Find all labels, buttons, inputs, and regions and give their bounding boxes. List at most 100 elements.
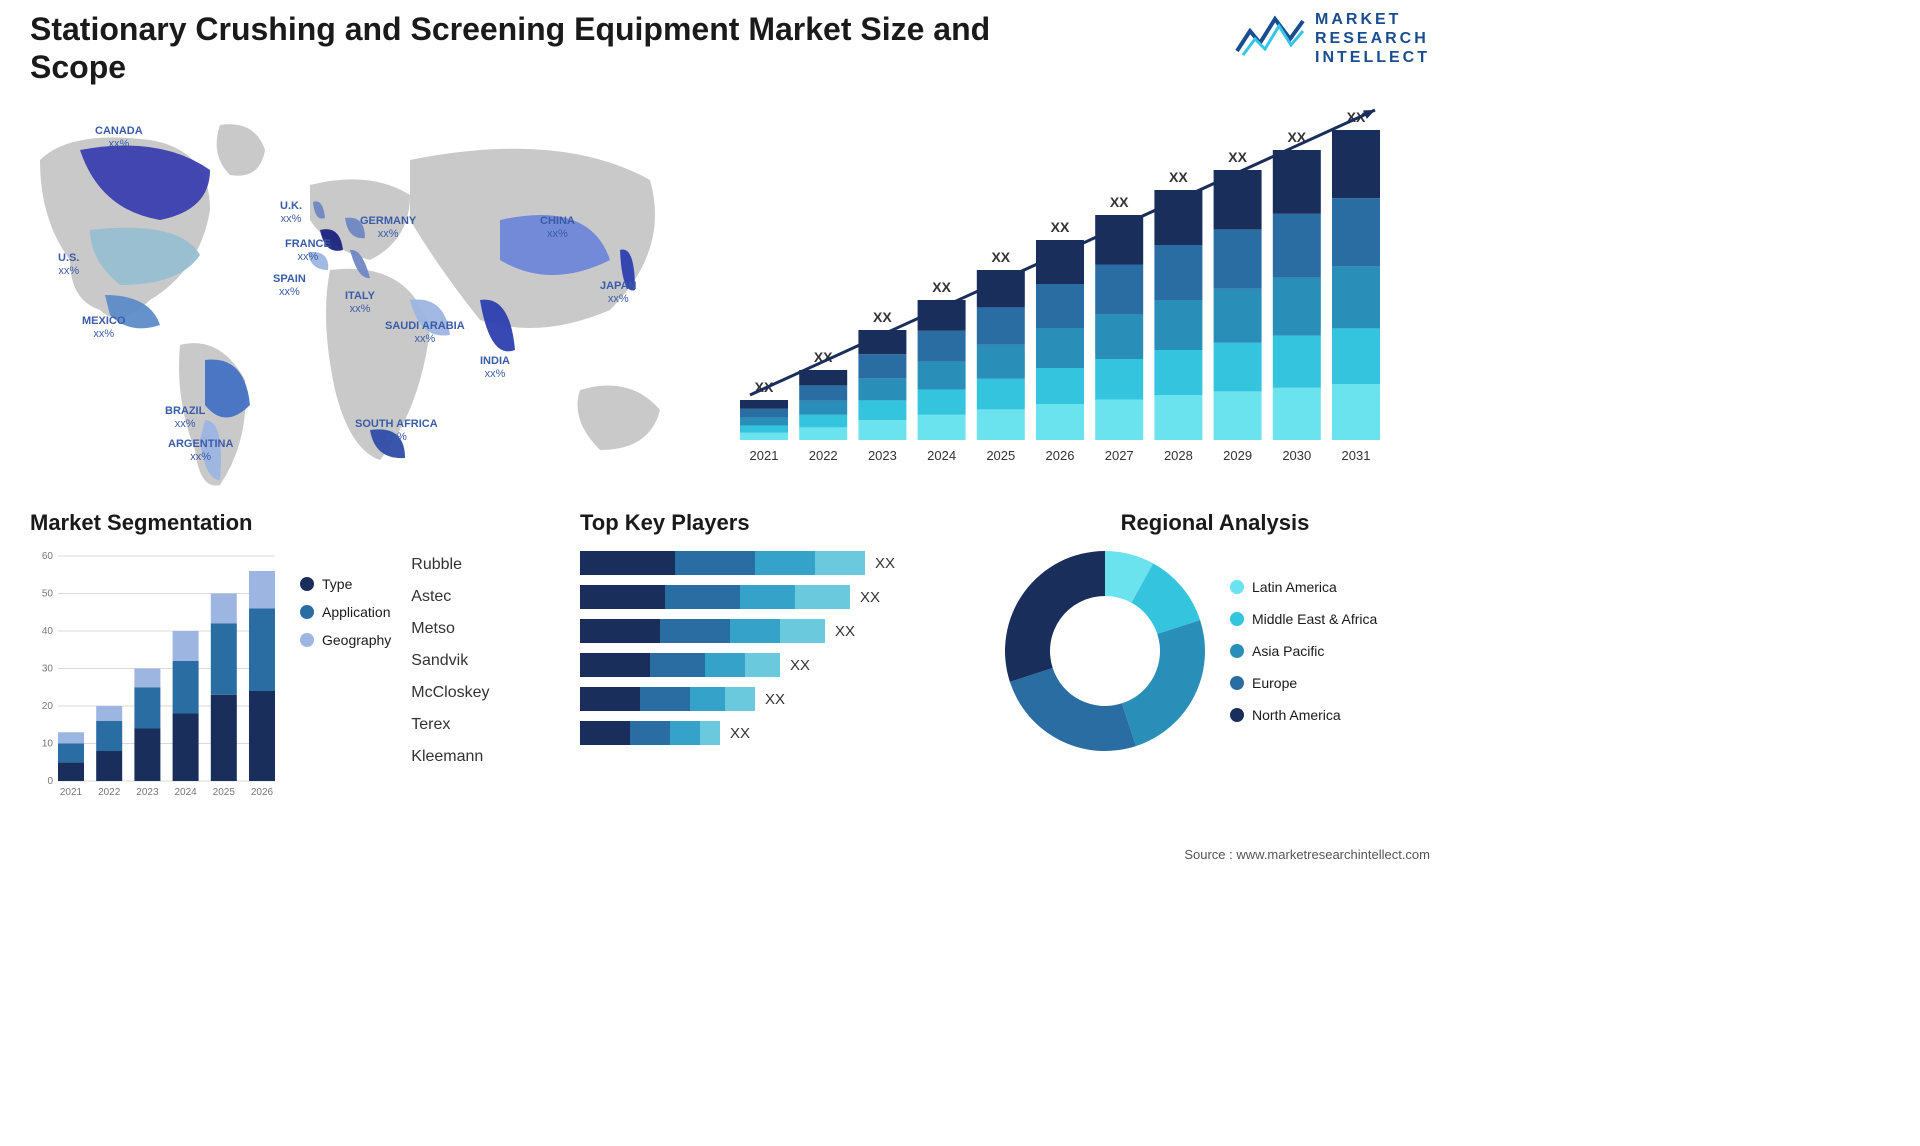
country-label: SPAINxx% — [273, 273, 306, 299]
keyplayer-value: XX — [860, 589, 880, 606]
country-label: CHINAxx% — [540, 215, 575, 241]
svg-text:0: 0 — [47, 776, 53, 787]
svg-text:2025: 2025 — [986, 448, 1015, 463]
legend-item: Asia Pacific — [1230, 643, 1377, 659]
segmentation-name: Terex — [411, 716, 489, 734]
keyplayer-row: XX — [580, 687, 980, 711]
segmentation-name: Kleemann — [411, 748, 489, 766]
legend-label: Europe — [1252, 675, 1297, 691]
legend-dot — [300, 577, 314, 591]
svg-text:XX: XX — [1169, 169, 1188, 185]
keyplayer-bar-segment — [630, 721, 670, 745]
world-map-region: CANADAxx%U.S.xx%MEXICOxx%BRAZILxx%ARGENT… — [10, 100, 690, 490]
svg-text:XX: XX — [991, 249, 1010, 265]
header: Stationary Crushing and Screening Equipm… — [30, 10, 1430, 87]
country-label: ARGENTINAxx% — [168, 438, 233, 464]
legend-item: Application — [300, 604, 391, 620]
legend-label: Asia Pacific — [1252, 643, 1324, 659]
svg-text:2024: 2024 — [174, 787, 197, 798]
svg-text:2029: 2029 — [1223, 448, 1252, 463]
country-label: JAPANxx% — [600, 280, 636, 306]
segmentation-chart: 0102030405060202120222023202420252026 — [30, 546, 280, 806]
country-label: INDIAxx% — [480, 355, 510, 381]
svg-text:2025: 2025 — [213, 787, 236, 798]
keyplayer-bar-segment — [640, 687, 690, 711]
svg-text:2028: 2028 — [1164, 448, 1193, 463]
keyplayer-bar — [580, 653, 780, 677]
svg-text:2022: 2022 — [809, 448, 838, 463]
brand-logo: MARKET RESEARCH INTELLECT — [1235, 10, 1430, 68]
svg-text:XX: XX — [1110, 194, 1129, 210]
segmentation-names: RubbleAstecMetsoSandvikMcCloskeyTerexKle… — [411, 546, 489, 806]
svg-text:30: 30 — [42, 664, 54, 675]
keyplayer-bar — [580, 687, 755, 711]
segmentation-region: Market Segmentation 01020304050602021202… — [30, 510, 550, 806]
segmentation-name: Astec — [411, 588, 489, 606]
logo-line3: INTELLECT — [1315, 48, 1430, 67]
segmentation-name: McCloskey — [411, 684, 489, 702]
legend-item: Latin America — [1230, 579, 1377, 595]
legend-item: Europe — [1230, 675, 1377, 691]
svg-text:XX: XX — [1051, 219, 1070, 235]
keyplayer-row: XX — [580, 619, 980, 643]
legend-dot — [1230, 644, 1244, 658]
segmentation-title: Market Segmentation — [30, 510, 550, 536]
keyplayer-bar-segment — [650, 653, 705, 677]
keyplayer-bar-segment — [725, 687, 755, 711]
keyplayer-value: XX — [835, 623, 855, 640]
country-label: CANADAxx% — [95, 125, 143, 151]
keyplayer-bar — [580, 721, 720, 745]
keyplayer-bar-segment — [815, 551, 865, 575]
legend-item: Geography — [300, 632, 391, 648]
country-label: U.S.xx% — [58, 252, 79, 278]
keyplayer-bar-segment — [795, 585, 850, 609]
keyplayer-value: XX — [875, 555, 895, 572]
growth-chart: XX2021XX2022XX2023XX2024XX2025XX2026XX20… — [720, 100, 1400, 480]
logo-text: MARKET RESEARCH INTELLECT — [1315, 10, 1430, 68]
keyplayer-value: XX — [765, 691, 785, 708]
keyplayer-bar-segment — [580, 585, 665, 609]
page-title: Stationary Crushing and Screening Equipm… — [30, 10, 1030, 87]
legend-dot — [300, 605, 314, 619]
logo-icon — [1235, 11, 1305, 66]
keyplayer-bar-segment — [580, 687, 640, 711]
svg-text:2026: 2026 — [251, 787, 274, 798]
logo-line2: RESEARCH — [1315, 29, 1430, 48]
keyplayer-bar-segment — [580, 551, 675, 575]
keyplayer-value: XX — [790, 657, 810, 674]
svg-text:2024: 2024 — [927, 448, 956, 463]
legend-label: Middle East & Africa — [1252, 611, 1377, 627]
keyplayer-bar-segment — [705, 653, 745, 677]
country-label: GERMANYxx% — [360, 215, 416, 241]
svg-text:2030: 2030 — [1282, 448, 1311, 463]
keyplayer-row: XX — [580, 551, 980, 575]
svg-text:XX: XX — [932, 279, 951, 295]
keyplayer-bar-segment — [580, 619, 660, 643]
svg-text:60: 60 — [42, 551, 54, 562]
svg-text:20: 20 — [42, 701, 54, 712]
svg-text:10: 10 — [42, 739, 54, 750]
segmentation-name: Rubble — [411, 556, 489, 574]
keyplayer-bar-segment — [675, 551, 755, 575]
legend-dot — [1230, 580, 1244, 594]
legend-dot — [1230, 708, 1244, 722]
keyplayer-bar-segment — [740, 585, 795, 609]
country-label: MEXICOxx% — [82, 315, 125, 341]
segmentation-legend: Type Application Geography — [300, 546, 391, 806]
country-label: SOUTH AFRICAxx% — [355, 418, 438, 444]
svg-text:40: 40 — [42, 626, 54, 637]
country-label: U.K.xx% — [280, 200, 302, 226]
svg-text:2023: 2023 — [136, 787, 159, 798]
keyplayer-bar — [580, 551, 865, 575]
svg-text:XX: XX — [1228, 149, 1247, 165]
source-line: Source : www.marketresearchintellect.com — [1184, 847, 1430, 862]
legend-item: Type — [300, 576, 391, 592]
legend-dot — [300, 633, 314, 647]
legend-dot — [1230, 676, 1244, 690]
keyplayer-row: XX — [580, 721, 980, 745]
keyplayer-bar-segment — [580, 721, 630, 745]
legend-label: Latin America — [1252, 579, 1337, 595]
keyplayer-bar-segment — [730, 619, 780, 643]
country-label: FRANCExx% — [285, 238, 331, 264]
keyplayer-bar — [580, 619, 825, 643]
